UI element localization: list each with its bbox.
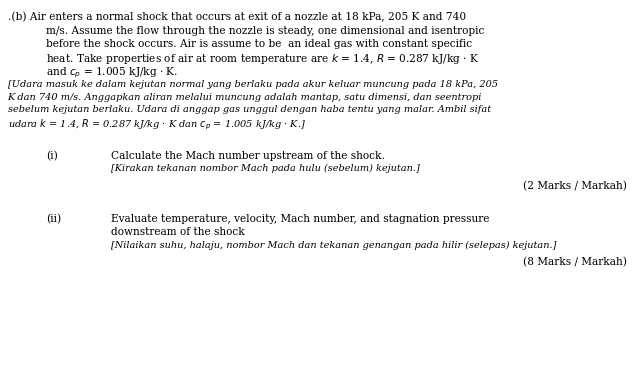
Text: [Udara masuk ke dalam kejutan normal yang berlaku pada akur keluar muncung pada : [Udara masuk ke dalam kejutan normal yan… — [8, 80, 498, 89]
Text: Calculate the Mach number upstream of the shock.: Calculate the Mach number upstream of th… — [111, 151, 385, 161]
Text: (ii): (ii) — [46, 214, 61, 224]
Text: [Kirakan tekanan nombor Mach pada hulu (sebelum) kejutan.]: [Kirakan tekanan nombor Mach pada hulu (… — [111, 164, 420, 173]
Text: downstream of the shock: downstream of the shock — [111, 227, 245, 237]
Text: udara $k$ = 1.4, $R$ = 0.287 kJ/kg $\cdot$ K dan $c_p$ = 1.005 kJ/kg $\cdot$ K.]: udara $k$ = 1.4, $R$ = 0.287 kJ/kg $\cdo… — [8, 117, 306, 132]
Text: .(b) Air enters a normal shock that occurs at exit of a nozzle at 18 kPa, 205 K : .(b) Air enters a normal shock that occu… — [8, 12, 466, 22]
Text: (8 Marks / Markah): (8 Marks / Markah) — [522, 257, 626, 267]
Text: Evaluate temperature, velocity, Mach number, and stagnation pressure: Evaluate temperature, velocity, Mach num… — [111, 214, 489, 224]
Text: heat. Take properties of air at room temperature are $k$ = 1.4, $R$ = 0.287 kJ/k: heat. Take properties of air at room tem… — [46, 53, 479, 66]
Text: m/s. Assume the flow through the nozzle is steady, one dimensional and isentropi: m/s. Assume the flow through the nozzle … — [46, 26, 484, 36]
Text: [Nilaikan suhu, halaju, nombor Mach dan tekanan genangan pada hilir (selepas) ke: [Nilaikan suhu, halaju, nombor Mach dan … — [111, 241, 556, 250]
Text: K dan 740 m/s. Anggapkan aliran melalui muncung adalah mantap, satu dimensi, dan: K dan 740 m/s. Anggapkan aliran melalui … — [8, 93, 482, 102]
Text: sebelum kejutan berlaku. Udara di anggap gas unggul dengan haba tentu yang malar: sebelum kejutan berlaku. Udara di anggap… — [8, 105, 491, 114]
Text: before the shock occurs. Air is assume to be  an ideal gas with constant specifi: before the shock occurs. Air is assume t… — [46, 39, 472, 49]
Text: (i): (i) — [46, 151, 58, 161]
Text: (2 Marks / Markah): (2 Marks / Markah) — [522, 181, 626, 191]
Text: and $c_p$ = 1.005 kJ/kg $\cdot$ K.: and $c_p$ = 1.005 kJ/kg $\cdot$ K. — [46, 66, 178, 80]
